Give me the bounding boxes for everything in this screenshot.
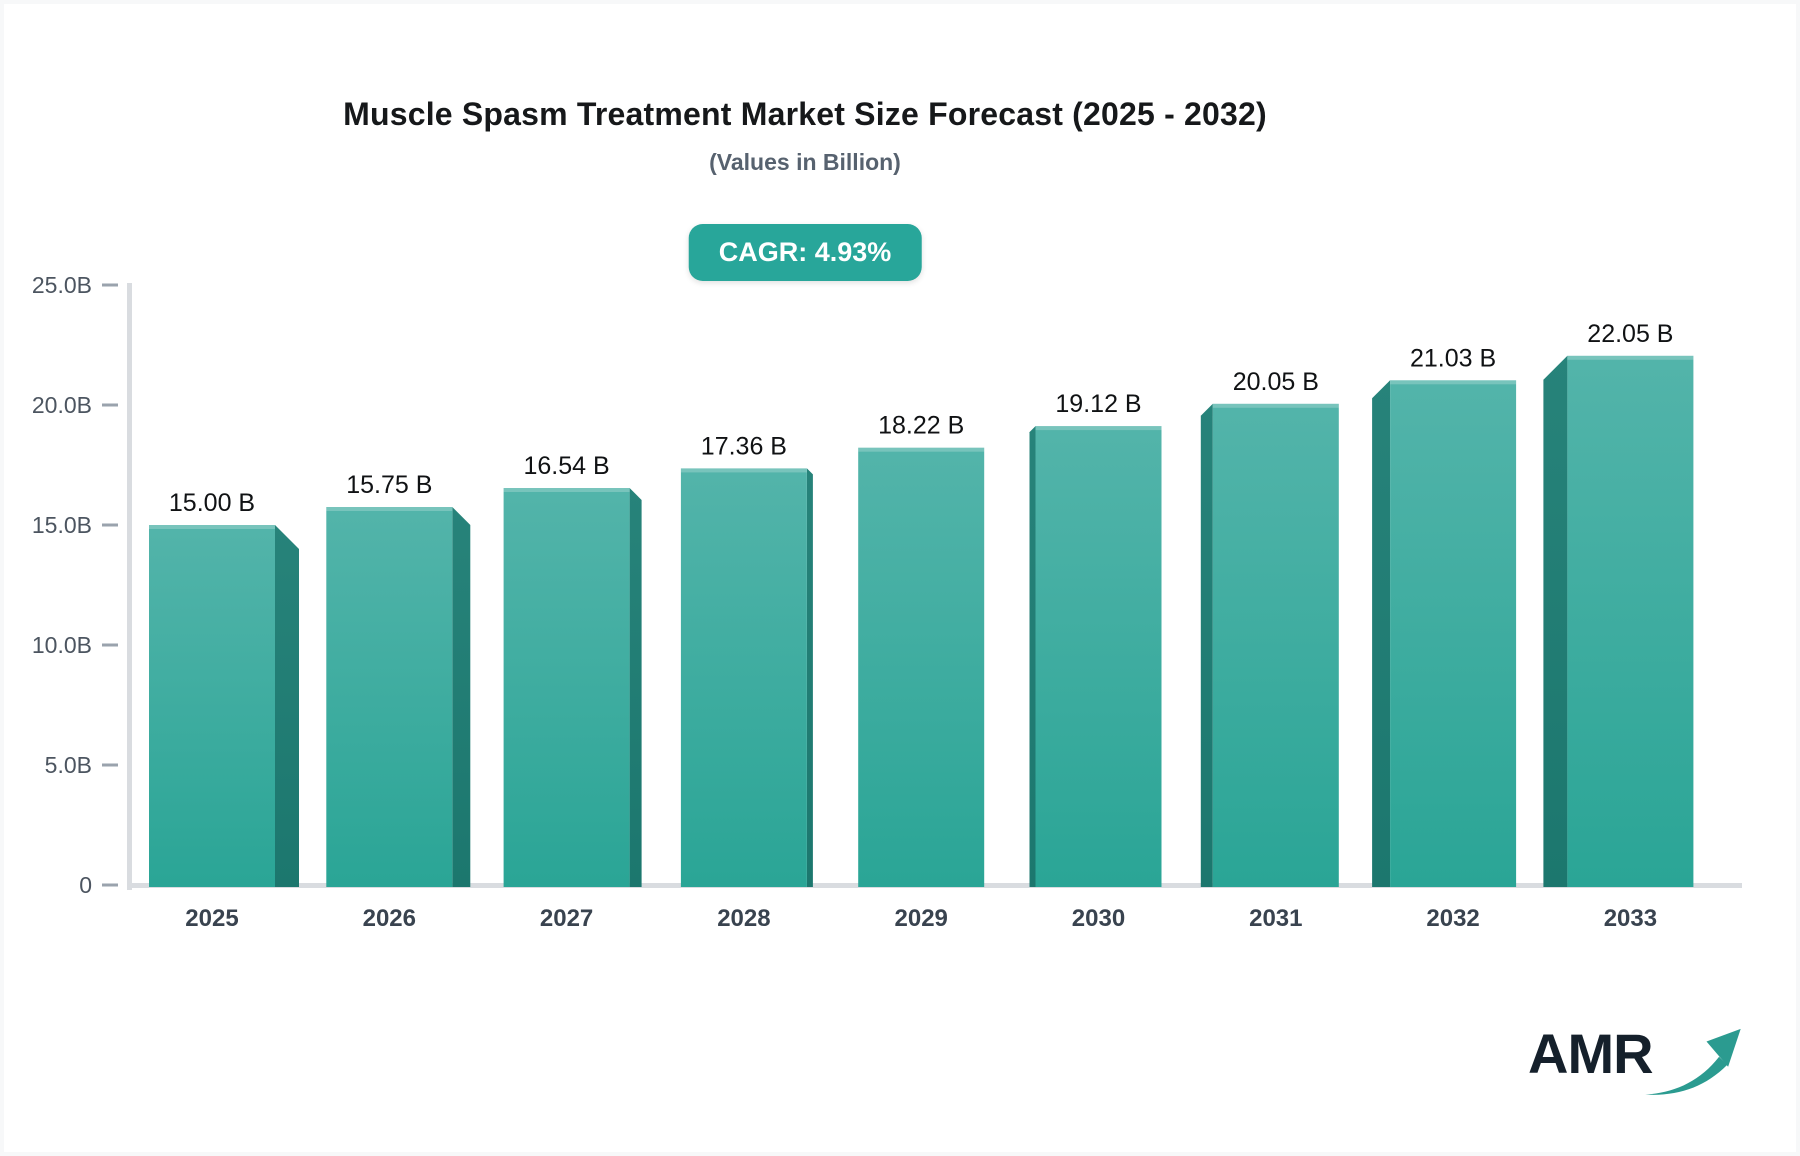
y-axis-label: 10.0B xyxy=(32,632,92,658)
bar-2027: 16.54 B xyxy=(503,452,642,887)
y-axis-label: 15.0B xyxy=(32,512,92,538)
bar-2029: 18.22 B xyxy=(858,412,985,887)
bar-side-face xyxy=(1029,426,1036,887)
bar-value-label: 19.12 B xyxy=(1055,390,1141,418)
bar-value-label: 17.36 B xyxy=(701,432,787,460)
y-tick xyxy=(102,643,118,647)
bar-2032: 21.03 B xyxy=(1372,344,1517,887)
x-axis-label: 2025 xyxy=(185,905,238,932)
bar-front-face xyxy=(1035,426,1162,887)
bar-top-highlight xyxy=(1212,403,1339,408)
bar-top-highlight xyxy=(1390,380,1517,385)
page-title: Muscle Spasm Treatment Market Size Forec… xyxy=(343,96,1267,132)
bar-value-label: 18.22 B xyxy=(878,412,964,440)
bar-value-label: 15.75 B xyxy=(346,471,432,499)
bar-front-face xyxy=(1567,355,1694,887)
bar-top-highlight xyxy=(1567,355,1694,360)
y-axis-line xyxy=(127,283,132,890)
growth-arrow-tail xyxy=(1644,1056,1727,1095)
bar-front-face xyxy=(1390,380,1517,887)
x-axis-label: 2033 xyxy=(1604,905,1657,932)
bar-front-face xyxy=(680,468,807,887)
bar-side-face xyxy=(1200,403,1213,887)
bar-2030: 19.12 B xyxy=(1029,390,1162,887)
bar-front-face xyxy=(149,525,275,887)
bar-side-face xyxy=(452,507,471,887)
x-axis-label: 2028 xyxy=(717,905,770,932)
bar-top-highlight xyxy=(858,447,985,452)
bar-top-highlight xyxy=(326,507,453,511)
bar-side-face xyxy=(1543,355,1568,887)
bar-value-label: 16.54 B xyxy=(524,452,610,480)
bar-value-label: 15.00 B xyxy=(169,489,255,517)
bar-top-highlight xyxy=(149,525,275,529)
bar-2031: 20.05 B xyxy=(1200,368,1339,887)
x-axis-label: 2026 xyxy=(363,905,416,932)
bar-side-face xyxy=(629,488,642,887)
bar-value-label: 21.03 B xyxy=(1410,344,1496,372)
x-axis-label: 2030 xyxy=(1072,905,1125,932)
y-axis-label: 5.0B xyxy=(45,752,92,778)
bar-2028: 17.36 B xyxy=(680,432,813,887)
bar-2033: 22.05 B xyxy=(1543,320,1694,887)
bar-top-highlight xyxy=(680,468,807,473)
amr-logo-text: AMR xyxy=(1528,1022,1654,1085)
y-tick xyxy=(102,763,118,767)
x-axis-label: 2029 xyxy=(895,905,948,932)
bar-side-face xyxy=(806,468,813,887)
y-tick xyxy=(102,883,118,887)
bar-2025: 15.00 B xyxy=(149,489,299,887)
chart-subtitle: (Values in Billion) xyxy=(709,149,901,175)
bar-front-face xyxy=(503,488,630,887)
y-axis-label: 0 xyxy=(79,872,92,898)
x-axis-label: 2032 xyxy=(1426,905,1479,932)
bar-value-label: 22.05 B xyxy=(1587,320,1673,348)
bar-value-label: 20.05 B xyxy=(1233,368,1319,396)
bar-top-highlight xyxy=(503,488,630,492)
bar-front-face xyxy=(326,507,453,887)
growth-arrow-head xyxy=(1706,1028,1741,1067)
bar-top-highlight xyxy=(1035,426,1162,431)
y-tick xyxy=(102,403,118,407)
bar-2026: 15.75 B xyxy=(326,471,471,887)
x-axis-label: 2027 xyxy=(540,905,593,932)
bar-side-face xyxy=(275,525,299,887)
bar-front-face xyxy=(858,447,985,887)
bar-side-face xyxy=(1372,380,1391,887)
growth-arrow-icon xyxy=(1644,1028,1741,1095)
y-axis-label: 20.0B xyxy=(32,392,92,418)
y-tick xyxy=(102,283,118,287)
amr-logo: AMR xyxy=(1528,1026,1743,1100)
cagr-badge: CAGR: 4.93% xyxy=(688,224,922,281)
x-axis-label: 2031 xyxy=(1249,905,1302,932)
y-axis-label: 25.0B xyxy=(32,272,92,298)
y-tick xyxy=(102,523,118,527)
bar-front-face xyxy=(1212,403,1339,887)
